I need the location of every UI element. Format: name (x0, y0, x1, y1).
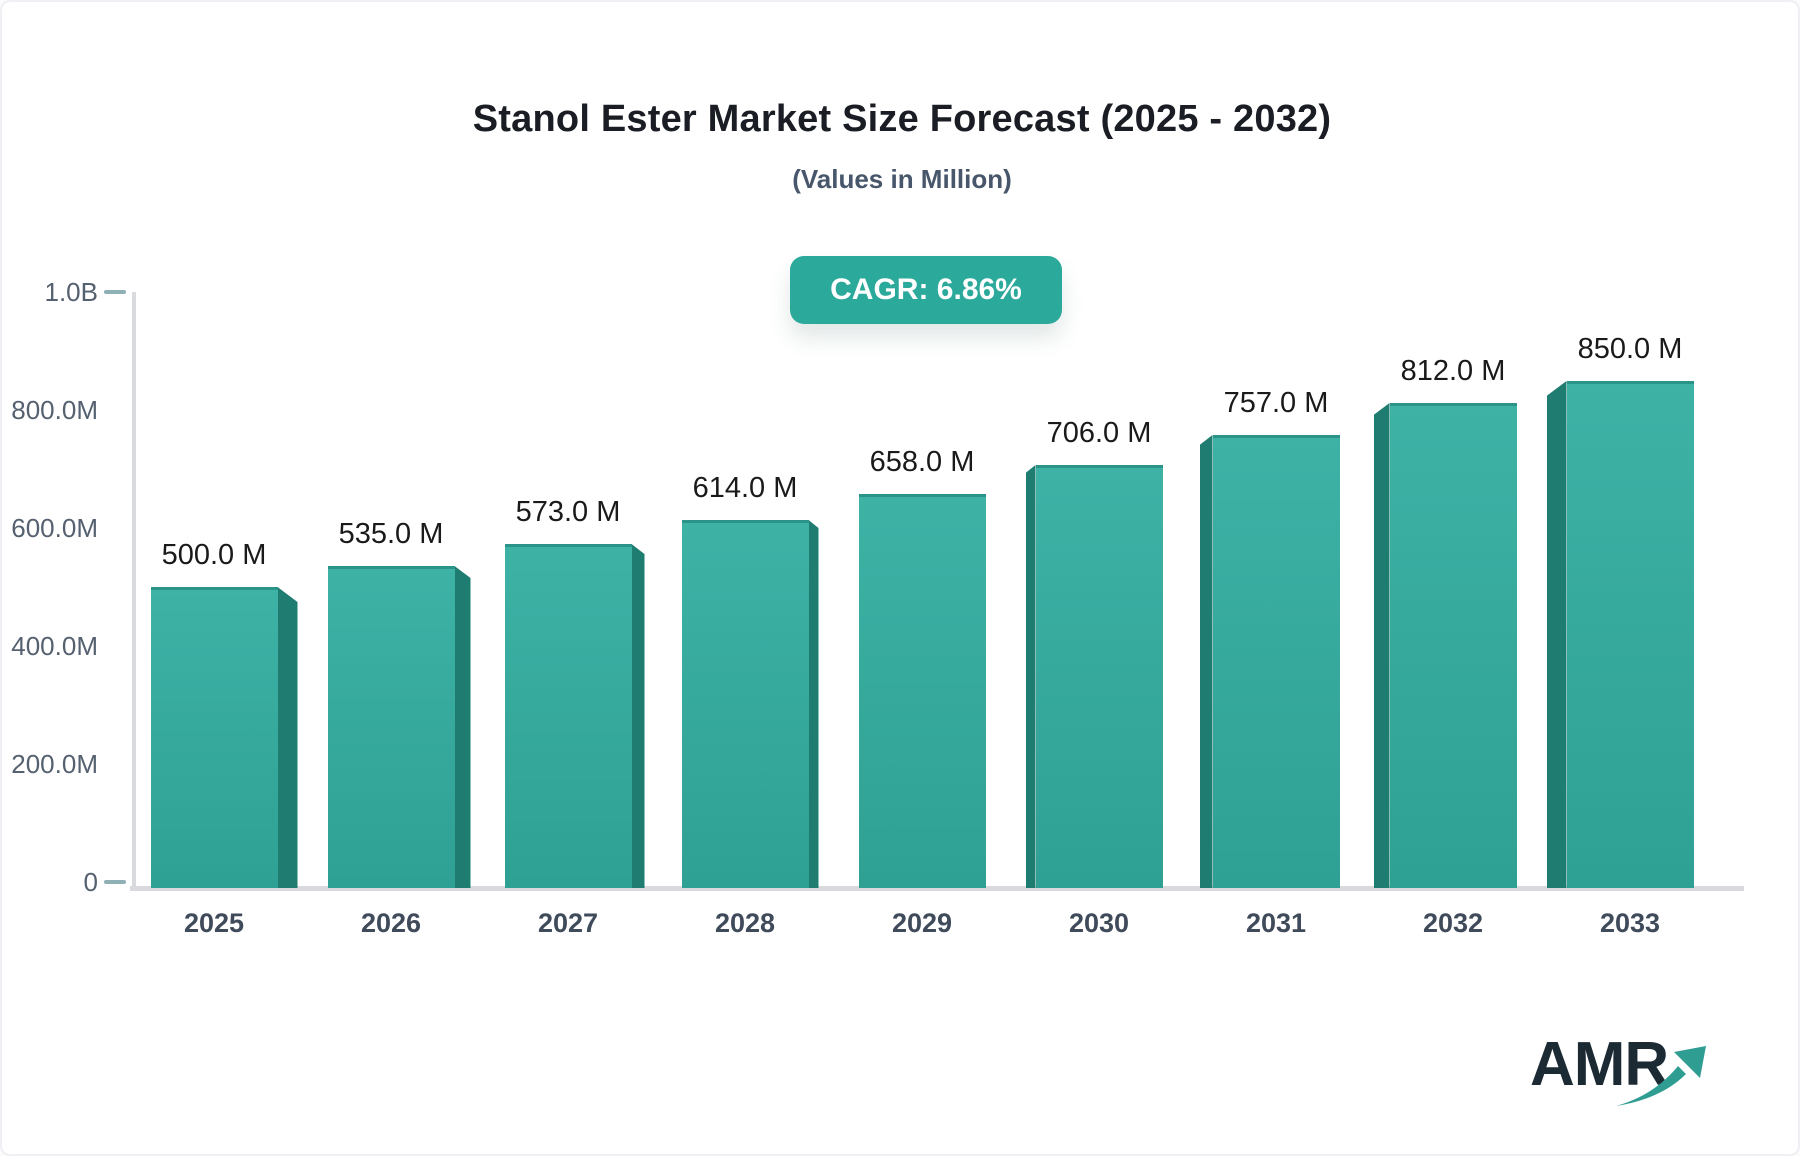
bar-side-face[interactable] (1373, 403, 1390, 888)
y-axis-tick-label: 800.0M (11, 395, 98, 425)
bar-value-label: 614.0 M (692, 472, 798, 504)
x-axis-category-label: 2027 (537, 908, 599, 938)
y-axis-tick-label: 1.0B (44, 277, 99, 307)
y-axis-tick-label: 0 (83, 867, 98, 897)
bar-value-label: 535.0 M (338, 518, 444, 550)
cagr-badge-label: CAGR: 6.86% (830, 273, 1022, 306)
bar-side-face[interactable] (277, 587, 298, 888)
growth-arrow-icon (1616, 1046, 1706, 1106)
bar-side-face[interactable] (1199, 435, 1213, 888)
bar-2031[interactable] (1212, 435, 1340, 888)
amr-logo-text: AMR (1530, 1030, 1669, 1099)
bar-side-face[interactable] (1025, 465, 1036, 888)
x-axis-category-label: 2025 (183, 908, 245, 938)
bar-value-label: 850.0 M (1577, 333, 1683, 365)
x-axis-category-label: 2029 (891, 908, 953, 938)
x-axis-category-label: 2028 (714, 908, 776, 938)
x-axis-category-label: 2031 (1245, 908, 1307, 938)
bar-2025[interactable] (150, 587, 278, 888)
bar-2032[interactable] (1389, 403, 1517, 888)
y-axis-line (132, 292, 136, 886)
x-axis-category-label: 2030 (1068, 908, 1130, 938)
y-axis-tick-label: 400.0M (11, 631, 98, 661)
x-axis-baseline (130, 886, 1744, 891)
y-axis-tick-label: 200.0M (11, 749, 98, 779)
y-axis-tick-label: 600.0M (11, 513, 98, 543)
bar-value-label: 658.0 M (869, 446, 975, 478)
chart-title: Stanol Ester Market Size Forecast (2025 … (472, 98, 1332, 140)
bar-2027[interactable] (504, 544, 632, 888)
cagr-badge: CAGR: 6.86% (790, 256, 1062, 324)
bar-2029[interactable] (858, 494, 986, 888)
bar-2033[interactable] (1566, 381, 1694, 888)
bar-2028[interactable] (681, 520, 809, 888)
chart-subtitle: (Values in Million) (792, 164, 1012, 194)
bar-side-face[interactable] (1546, 381, 1567, 888)
x-axis-category-label: 2033 (1599, 908, 1661, 938)
bar-2026[interactable] (327, 566, 455, 888)
bar-side-face[interactable] (631, 544, 645, 888)
bar-side-face[interactable] (808, 520, 819, 888)
bar-value-label: 812.0 M (1400, 355, 1506, 387)
amr-logo: AMR (1530, 1034, 1720, 1118)
bar-value-label: 500.0 M (161, 539, 267, 571)
x-axis-category-label: 2026 (360, 908, 422, 938)
y-axis-tick-mark (104, 290, 126, 294)
bar-value-label: 757.0 M (1223, 387, 1329, 419)
bar-side-face[interactable] (454, 566, 471, 888)
y-axis-tick-mark (104, 880, 126, 884)
x-axis-category-label: 2032 (1422, 908, 1484, 938)
bar-value-label: 706.0 M (1046, 417, 1152, 449)
bar-2030[interactable] (1035, 465, 1163, 888)
bar-value-label: 573.0 M (515, 496, 621, 528)
